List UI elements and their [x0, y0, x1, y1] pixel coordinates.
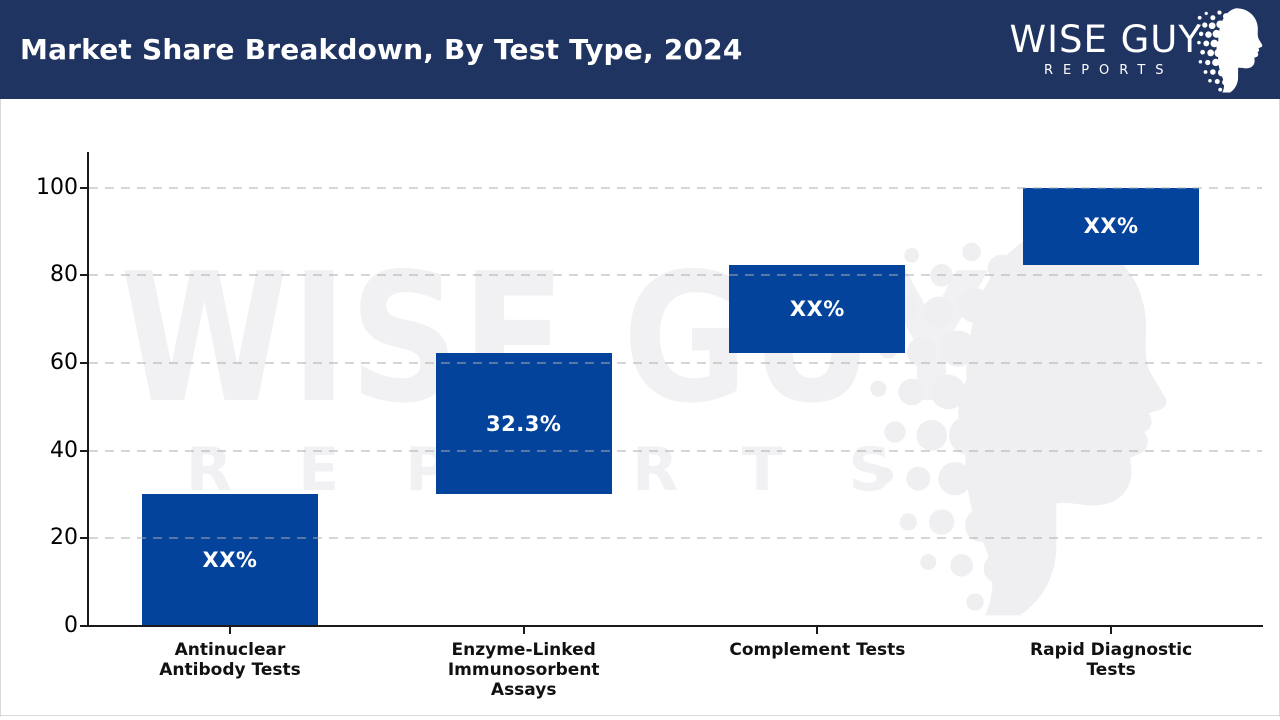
bottom-border — [0, 715, 1280, 716]
bar-1: XX% — [142, 494, 318, 626]
y-tick-60 — [80, 361, 88, 364]
bar-value-label: 32.3% — [486, 411, 562, 436]
x-tick-3 — [816, 627, 819, 634]
gridline-20 — [89, 537, 1262, 540]
left-border — [0, 99, 1, 717]
bar-3: XX% — [729, 265, 906, 353]
logo-wordmark: WISE GUY — [1009, 18, 1202, 61]
y-axis-line — [87, 152, 89, 627]
y-tick-40 — [80, 449, 88, 452]
category-label-3: Complement Tests — [729, 640, 906, 660]
y-tick-100 — [80, 186, 88, 189]
x-axis-line — [87, 625, 1263, 627]
y-tick-label-100: 100 — [36, 174, 78, 200]
bar-value-label: XX% — [1083, 214, 1139, 239]
x-tick-2 — [522, 627, 525, 634]
logo-subtext: REPORTS — [1043, 63, 1174, 78]
y-tick-label-0: 0 — [64, 613, 78, 638]
x-tick-4 — [1110, 627, 1113, 634]
gridline-60 — [89, 361, 1262, 364]
bar-4: XX% — [1023, 187, 1200, 266]
page-title: Market Share Breakdown, By Test Type, 20… — [20, 33, 743, 66]
y-tick-label-20: 20 — [50, 525, 78, 551]
y-tick-0 — [80, 625, 88, 627]
category-label-2: Enzyme-Linked Immunosorbent Assays — [447, 640, 600, 700]
y-tick-label-40: 40 — [50, 437, 78, 463]
gridline-80 — [89, 274, 1262, 277]
logo-text: WISE GUY REPORTS — [1010, 21, 1202, 78]
gridline-100 — [89, 186, 1262, 189]
logo-dothead-icon — [1192, 6, 1266, 94]
bar-2: 32.3% — [435, 352, 612, 495]
category-label-4: Rapid Diagnostic Tests — [1030, 640, 1193, 680]
y-tick-80 — [80, 274, 88, 277]
y-tick-label-80: 80 — [50, 262, 78, 288]
y-tick-20 — [80, 537, 88, 540]
y-tick-label-60: 60 — [50, 349, 78, 375]
gridline-40 — [89, 449, 1262, 452]
x-tick-1 — [229, 627, 231, 634]
category-label-1: Antinuclear Antibody Tests — [159, 640, 301, 680]
header: Market Share Breakdown, By Test Type, 20… — [0, 0, 1280, 99]
bar-value-label: XX% — [202, 548, 258, 573]
bar-value-label: XX% — [789, 296, 845, 321]
wiseguy-logo: WISE GUY REPORTS — [1010, 6, 1266, 94]
